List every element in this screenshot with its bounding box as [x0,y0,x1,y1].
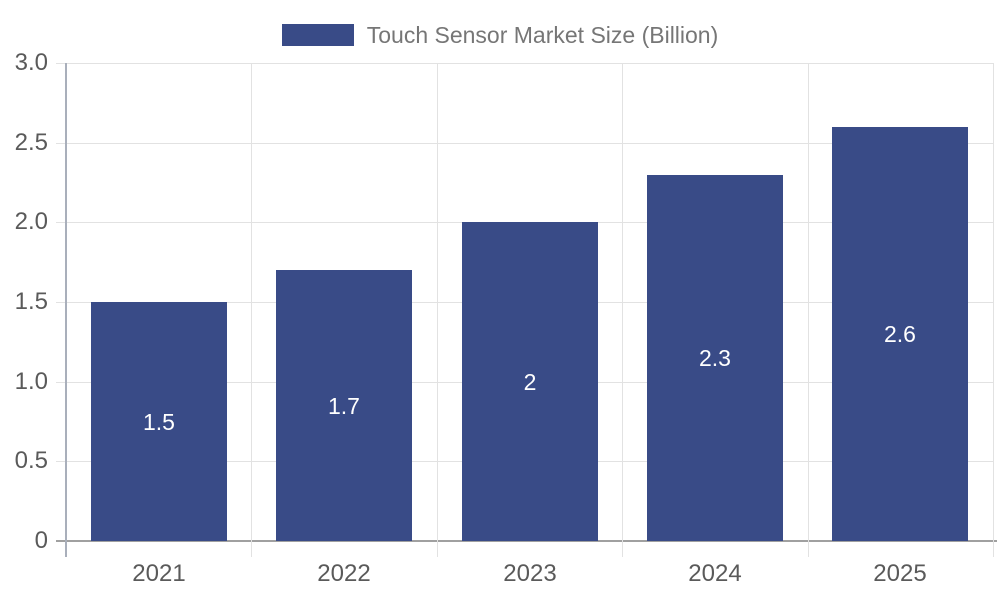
x-gridline [993,63,994,557]
x-tick-label: 2025 [873,560,927,587]
x-gridline [808,63,809,557]
y-tick-label: 1.5 [14,288,48,315]
legend[interactable]: Touch Sensor Market Size (Billion) [0,22,1000,48]
x-tick-label: 2022 [317,560,371,587]
x-axis-line [56,540,997,542]
y-gridline [56,63,993,64]
x-gridline [251,63,252,557]
bar-2024[interactable] [647,175,783,541]
y-tick-label: 3.0 [14,49,48,76]
y-tick-label: 0.5 [14,447,48,475]
bar-2025[interactable] [832,127,968,541]
y-tick-label: 2.5 [14,128,48,156]
x-tick-label: 2021 [132,560,186,587]
x-tick-label: 2024 [688,560,742,587]
bar-2022[interactable] [276,270,412,541]
y-axis-line [65,63,67,557]
legend-label: Touch Sensor Market Size (Billion) [366,22,719,48]
bar-2023[interactable] [462,222,598,541]
bar-2021[interactable] [91,302,227,541]
y-tick-label: 0 [34,527,48,554]
y-gridline [56,143,993,144]
y-tick-label: 2.0 [14,208,48,236]
legend-swatch [281,24,354,46]
y-tick-label: 1.0 [14,367,48,395]
x-gridline [622,63,623,557]
x-tick-label: 2023 [503,560,557,587]
x-gridline [437,63,438,557]
